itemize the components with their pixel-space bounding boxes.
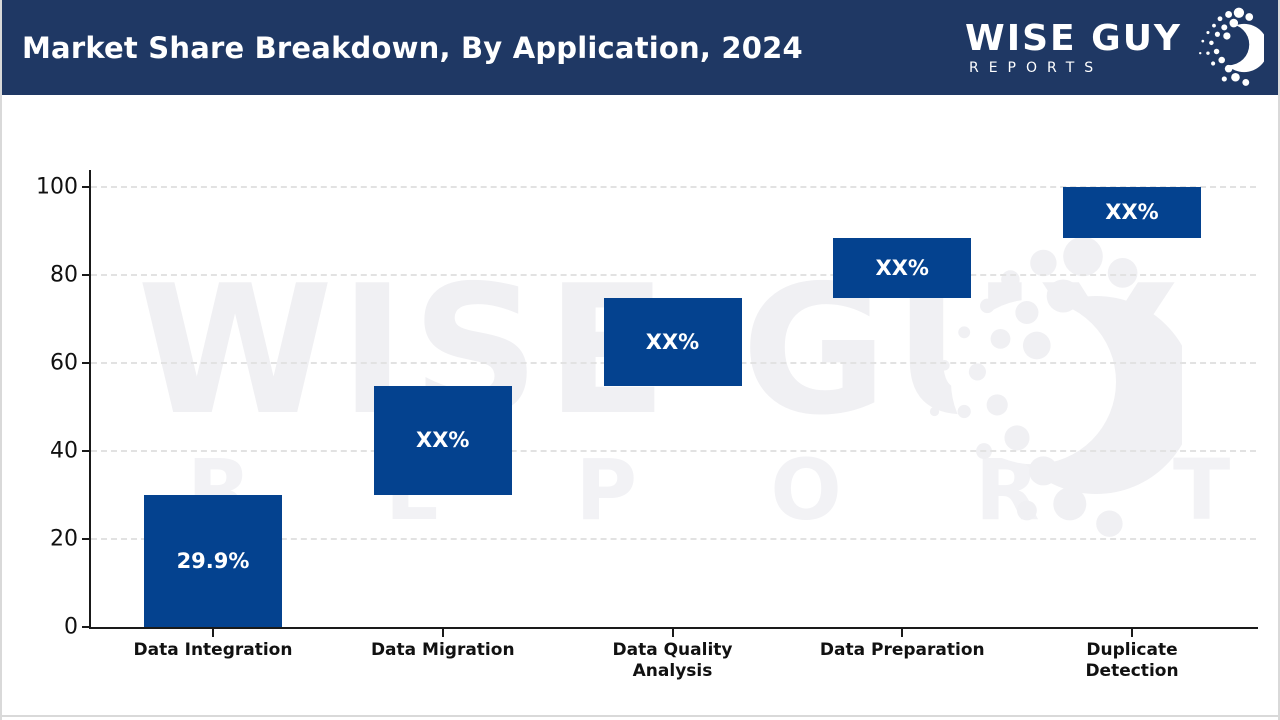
x-tick-0 [212,629,214,637]
logo-wordmark: WISE GUY REPORTS [964,17,1182,76]
gridline-20 [91,537,1256,540]
x-category-label: Duplicate Detection [1037,640,1227,681]
y-tick-60 [82,361,90,364]
gridline-100 [91,185,1256,188]
bar-value-label: 29.9% [176,549,250,574]
x-axis-line [89,627,1258,629]
bar-value-label: XX% [645,329,700,354]
y-tick-20 [82,537,90,540]
x-tick-3 [901,629,904,637]
y-tick-label-80: 80 [50,262,78,288]
bar-segment: XX% [373,385,512,496]
y-tick-label-20: 20 [50,526,78,552]
y-tick-label-40: 40 [50,438,78,464]
bar-value-label: XX% [875,256,929,281]
bar-segment: XX% [1063,186,1201,239]
bar-segment: XX% [833,238,972,299]
x-category-label-line: Detection [1085,660,1179,681]
logo-head-dots-icon [1199,7,1264,86]
x-category-label-line: Data Preparation [819,640,985,660]
gridline-80 [91,273,1256,276]
bar-segment: 29.9% [144,495,282,627]
x-category-label: Data Integration [118,640,308,661]
y-tick-0 [82,626,90,628]
x-category-label-line: Data Quality [612,640,733,660]
y-tick-100 [82,185,90,188]
logo-brand-text: WISE GUY [964,17,1182,59]
x-tick-4 [1131,629,1133,637]
page-title: Market Share Breakdown, By Application, … [22,30,803,65]
wise-guy-reports-logo: WISE GUY REPORTS [964,5,1278,91]
x-category-label-line: Data Migration [370,640,515,660]
bar-segment: XX% [603,298,742,386]
x-category-label-line: Duplicate [1086,640,1178,660]
x-category-label-line: Analysis [632,660,713,681]
watermark-head-dots [929,236,1182,537]
y-tick-80 [82,273,90,276]
y-tick-40 [82,449,90,452]
logo-sub-text: REPORTS [968,59,1104,76]
x-category-label: Data Quality Analysis [578,640,768,681]
y-tick-label-100: 100 [36,174,78,199]
bar-value-label: XX% [1105,200,1159,225]
y-tick-label-60: 60 [50,350,78,376]
x-category-label-line: Data Integration [133,640,293,660]
y-axis-line [89,170,91,629]
y-tick-label-0: 0 [64,614,78,640]
bar-value-label: XX% [416,428,470,453]
x-tick-2 [671,629,674,637]
x-tick-1 [441,629,444,637]
header: Market Share Breakdown, By Application, … [2,0,1278,95]
x-category-label: Data Migration [348,640,538,661]
gridline-40 [91,449,1256,452]
x-category-label: Data Preparation [807,640,997,661]
